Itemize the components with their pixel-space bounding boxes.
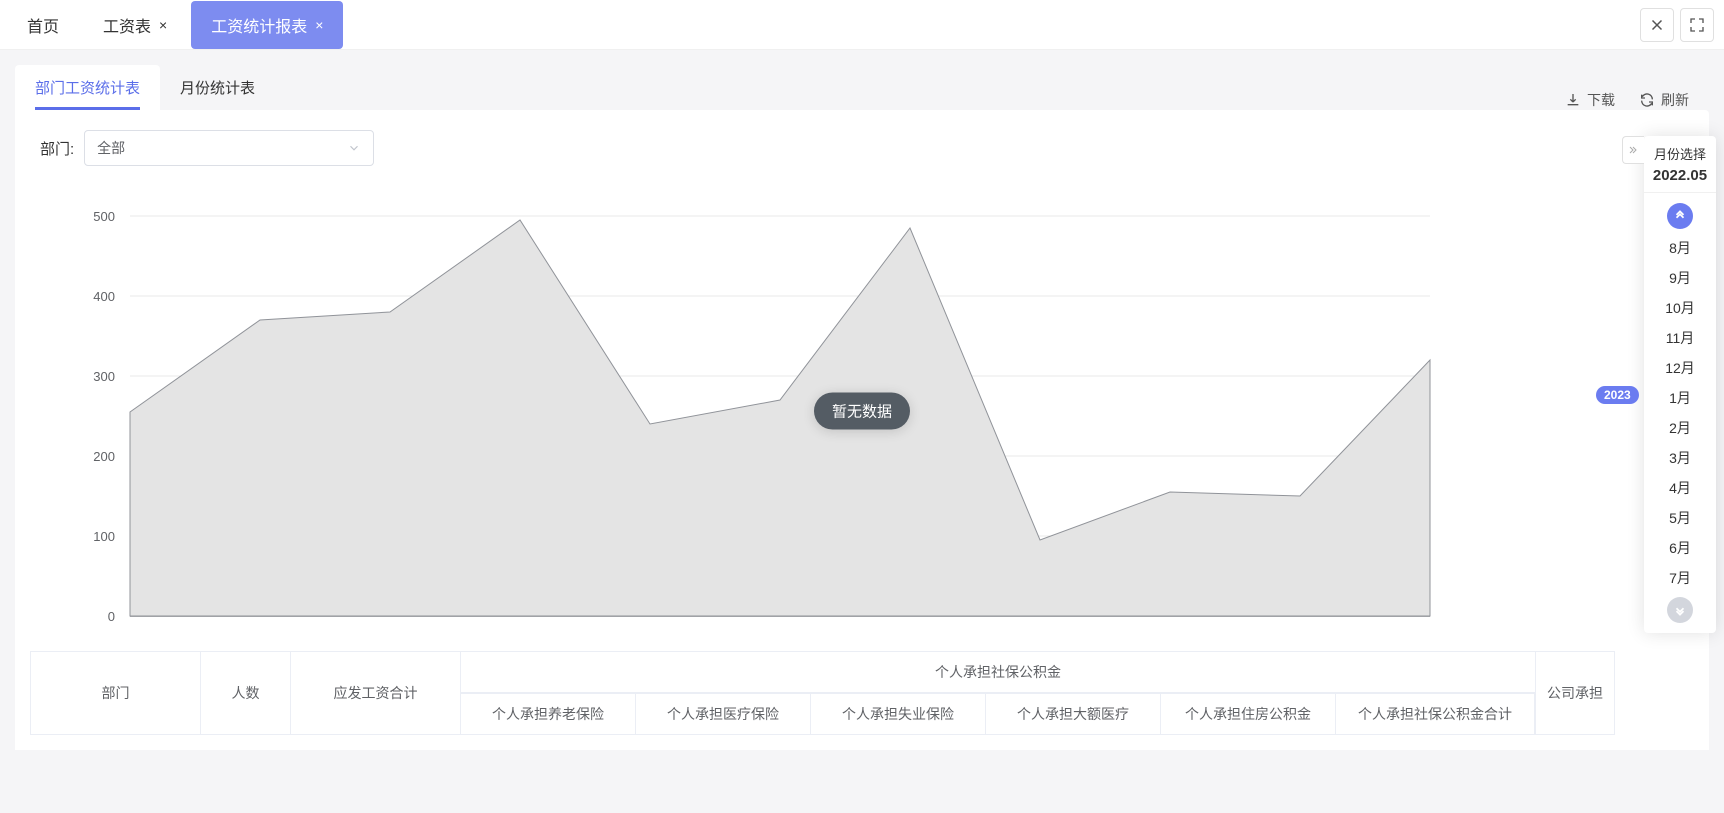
month-item[interactable]: 9月 <box>1644 263 1716 293</box>
refresh-label: 刷新 <box>1661 90 1689 110</box>
month-item[interactable]: 8月 <box>1644 233 1716 263</box>
table-header-cell: 个人承担医疗保险 <box>635 693 810 735</box>
inner-tab-1[interactable]: 月份统计表 <box>160 65 275 110</box>
download-label: 下载 <box>1587 90 1615 110</box>
table-header-cell: 应发工资合计 <box>290 651 460 735</box>
chart-tooltip: 暂无数据 <box>814 393 910 430</box>
table-header-cell: 个人承担住房公积金 <box>1160 693 1335 735</box>
month-item[interactable]: 4月 <box>1644 473 1716 503</box>
table-header-cell: 个人承担社保公积金合计 <box>1335 693 1535 735</box>
close-all-icon[interactable] <box>1640 8 1674 42</box>
inner-tabs: 部门工资统计表月份统计表 下载 刷新 <box>15 65 1709 110</box>
chart-area: 0 100 200 300 400 500 暂无数据 <box>30 181 1694 641</box>
month-scroll-down-icon[interactable] <box>1667 597 1693 623</box>
area-chart: 0 100 200 300 400 500 <box>70 196 1450 636</box>
month-item[interactable]: 11月 <box>1644 323 1716 353</box>
month-item[interactable]: 5月 <box>1644 503 1716 533</box>
top-tab-1[interactable]: 工资表 × <box>83 1 187 49</box>
department-select[interactable]: 全部 <box>84 130 374 166</box>
close-icon[interactable]: × <box>159 17 167 33</box>
table-header-cell: 个人承担失业保险 <box>810 693 985 735</box>
department-filter-label: 部门: <box>40 138 74 159</box>
month-selector-panel: 月份选择 2022.05 8月9月10月11月12月1月20232月3月4月5月… <box>1644 136 1716 633</box>
table-header-cell: 个人承担大额医疗 <box>985 693 1160 735</box>
svg-text:300: 300 <box>93 369 115 384</box>
svg-text:100: 100 <box>93 529 115 544</box>
inner-tab-0[interactable]: 部门工资统计表 <box>15 65 160 110</box>
month-item[interactable]: 7月 <box>1644 563 1716 593</box>
month-item[interactable]: 1月2023 <box>1644 383 1716 413</box>
svg-text:200: 200 <box>93 449 115 464</box>
month-panel-current: 2022.05 <box>1644 167 1716 193</box>
table-header: 部门人数应发工资合计个人承担社保公积金个人承担养老保险个人承担医疗保险个人承担失… <box>30 651 1694 735</box>
filter-row: 部门: 全部 <box>30 125 1694 181</box>
month-item[interactable]: 6月 <box>1644 533 1716 563</box>
table-header-cell: 公司承担 <box>1535 651 1615 735</box>
table-header-cell: 部门 <box>30 651 200 735</box>
month-panel-title: 月份选择 <box>1644 136 1716 167</box>
svg-text:500: 500 <box>93 209 115 224</box>
refresh-button[interactable]: 刷新 <box>1639 90 1689 110</box>
download-button[interactable]: 下载 <box>1565 90 1615 110</box>
month-item[interactable]: 3月 <box>1644 443 1716 473</box>
top-tab-2[interactable]: 工资统计报表 × <box>191 1 343 49</box>
month-scroll-up-icon[interactable] <box>1667 203 1693 229</box>
top-tab-label: 工资统计报表 <box>211 13 307 37</box>
fullscreen-icon[interactable] <box>1680 8 1714 42</box>
month-item[interactable]: 2月 <box>1644 413 1716 443</box>
table-group-header: 个人承担社保公积金 <box>460 651 1535 693</box>
department-select-value: 全部 <box>97 138 125 158</box>
month-item[interactable]: 10月 <box>1644 293 1716 323</box>
svg-text:0: 0 <box>108 609 115 624</box>
table-header-cell: 人数 <box>200 651 290 735</box>
close-icon[interactable]: × <box>315 17 323 33</box>
table-header-cell: 个人承担养老保险 <box>460 693 635 735</box>
collapse-panel-icon[interactable] <box>1622 136 1644 164</box>
top-tabs: 首页 工资表 × 工资统计报表 × <box>0 0 1724 50</box>
top-tab-label: 首页 <box>27 13 59 37</box>
year-badge: 2023 <box>1596 386 1639 404</box>
svg-text:400: 400 <box>93 289 115 304</box>
top-tab-label: 工资表 <box>103 13 151 37</box>
month-item[interactable]: 12月 <box>1644 353 1716 383</box>
chevron-down-icon <box>347 141 361 155</box>
top-tab-0[interactable]: 首页 <box>7 1 79 49</box>
